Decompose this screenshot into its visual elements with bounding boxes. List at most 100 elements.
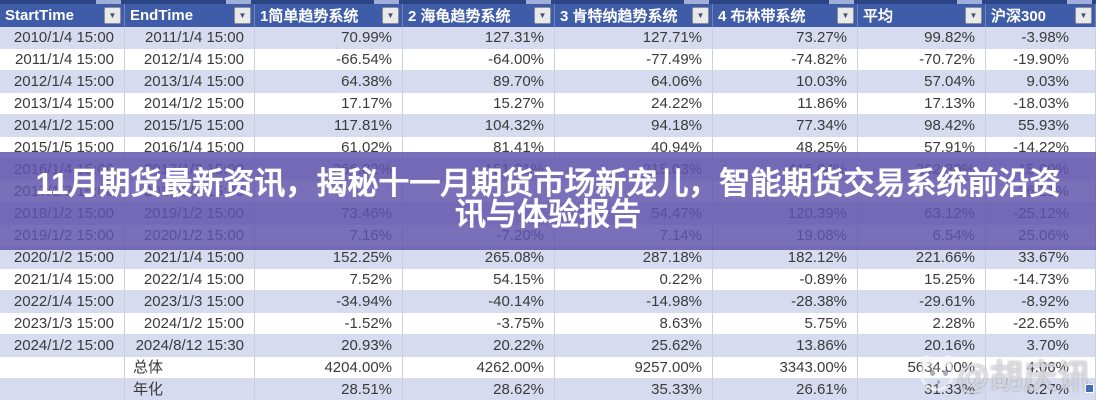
date-cell[interactable]: 2015/1/5 15:00 <box>125 115 255 137</box>
value-cell[interactable]: 25.62% <box>555 335 713 357</box>
value-cell[interactable]: 127.31% <box>403 27 555 49</box>
value-cell[interactable]: 99.82% <box>858 27 986 49</box>
column-header-system1[interactable]: 1简单趋势系统 ▼ <box>255 4 403 27</box>
date-cell[interactable]: 2013/1/4 15:00 <box>0 93 125 115</box>
date-cell[interactable]: 2023/1/3 15:00 <box>125 291 255 313</box>
value-cell[interactable]: 57.04% <box>858 71 986 93</box>
value-cell[interactable]: -66.54% <box>255 49 403 71</box>
date-cell[interactable]: 2022/1/4 15:00 <box>125 269 255 291</box>
column-header-endtime[interactable]: EndTime ▼ <box>125 4 255 27</box>
date-cell[interactable]: 2012/1/4 15:00 <box>0 71 125 93</box>
value-cell[interactable]: 20.22% <box>403 335 555 357</box>
value-cell[interactable]: 10.03% <box>713 71 858 93</box>
value-cell[interactable]: 104.32% <box>403 115 555 137</box>
value-cell[interactable]: 89.70% <box>403 71 555 93</box>
value-cell[interactable]: 3343.00% <box>713 357 858 379</box>
value-cell[interactable]: -18.03% <box>986 93 1096 115</box>
filter-dropdown[interactable]: ▼ <box>692 7 709 24</box>
date-cell[interactable]: 2021/1/4 15:00 <box>0 269 125 291</box>
value-cell[interactable]: 55.93% <box>986 115 1096 137</box>
value-cell[interactable]: 77.34% <box>713 115 858 137</box>
value-cell[interactable]: -28.38% <box>713 291 858 313</box>
date-cell[interactable]: 2024/1/2 15:00 <box>125 313 255 335</box>
date-cell[interactable]: 2022/1/4 15:00 <box>0 291 125 313</box>
date-cell[interactable]: 2010/1/4 15:00 <box>0 27 125 49</box>
date-cell[interactable]: 2011/1/4 15:00 <box>0 49 125 71</box>
value-cell[interactable]: 13.86% <box>713 335 858 357</box>
value-cell[interactable]: 265.08% <box>403 247 555 269</box>
value-cell[interactable]: 17.13% <box>858 93 986 115</box>
filter-dropdown[interactable]: ▼ <box>1075 7 1092 24</box>
selection-fill-handle[interactable] <box>1085 384 1094 393</box>
value-cell[interactable]: 28.62% <box>403 379 555 400</box>
value-cell[interactable]: -74.82% <box>713 49 858 71</box>
value-cell[interactable]: 15.25% <box>858 269 986 291</box>
value-cell[interactable]: 9257.00% <box>555 357 713 379</box>
value-cell[interactable]: 2.28% <box>858 313 986 335</box>
value-cell[interactable]: 117.81% <box>255 115 403 137</box>
value-cell[interactable]: -1.52% <box>255 313 403 335</box>
value-cell[interactable]: 26.61% <box>713 379 858 400</box>
value-cell[interactable]: -0.89% <box>713 269 858 291</box>
value-cell[interactable]: 20.93% <box>255 335 403 357</box>
value-cell[interactable]: -3.75% <box>403 313 555 335</box>
column-header-system2[interactable]: 2 海龟趋势系统 ▼ <box>403 4 555 27</box>
date-cell[interactable]: 2024/8/12 15:30 <box>125 335 255 357</box>
value-cell[interactable]: -34.94% <box>255 291 403 313</box>
filter-dropdown[interactable]: ▼ <box>837 7 854 24</box>
value-cell[interactable]: -40.14% <box>403 291 555 313</box>
date-cell[interactable]: 总体 <box>125 357 255 379</box>
date-cell[interactable] <box>0 357 125 379</box>
value-cell[interactable]: 127.71% <box>555 27 713 49</box>
date-cell[interactable] <box>0 379 125 400</box>
value-cell[interactable]: 15.27% <box>403 93 555 115</box>
value-cell[interactable]: 73.27% <box>713 27 858 49</box>
value-cell[interactable]: 17.17% <box>255 93 403 115</box>
value-cell[interactable]: 28.51% <box>255 379 403 400</box>
value-cell[interactable]: -70.72% <box>858 49 986 71</box>
column-header-average[interactable]: 平均 ▼ <box>858 4 986 27</box>
value-cell[interactable]: -19.90% <box>986 49 1096 71</box>
value-cell[interactable]: 4262.00% <box>403 357 555 379</box>
value-cell[interactable]: -14.73% <box>986 269 1096 291</box>
column-header-system3[interactable]: 3 肯特纳趋势系统 ▼ <box>555 4 713 27</box>
date-cell[interactable]: 2020/1/2 15:00 <box>0 247 125 269</box>
value-cell[interactable]: 0.22% <box>555 269 713 291</box>
value-cell[interactable]: -77.49% <box>555 49 713 71</box>
date-cell[interactable]: 2014/1/2 15:00 <box>125 93 255 115</box>
value-cell[interactable]: 64.38% <box>255 71 403 93</box>
value-cell[interactable]: 35.33% <box>555 379 713 400</box>
value-cell[interactable]: 5.75% <box>713 313 858 335</box>
value-cell[interactable]: 9.03% <box>986 71 1096 93</box>
date-cell[interactable]: 2013/1/4 15:00 <box>125 71 255 93</box>
value-cell[interactable]: 152.25% <box>255 247 403 269</box>
date-cell[interactable]: 年化 <box>125 379 255 400</box>
value-cell[interactable]: 8.63% <box>555 313 713 335</box>
value-cell[interactable]: 94.18% <box>555 115 713 137</box>
value-cell[interactable]: 221.66% <box>858 247 986 269</box>
value-cell[interactable]: 33.67% <box>986 247 1096 269</box>
date-cell[interactable]: 2023/1/3 15:00 <box>0 313 125 335</box>
filter-dropdown[interactable]: ▼ <box>382 7 399 24</box>
filter-dropdown[interactable]: ▼ <box>104 7 121 24</box>
value-cell[interactable]: 70.99% <box>255 27 403 49</box>
value-cell[interactable]: 4204.00% <box>255 357 403 379</box>
value-cell[interactable]: 11.86% <box>713 93 858 115</box>
value-cell[interactable]: 287.18% <box>555 247 713 269</box>
value-cell[interactable]: 182.12% <box>713 247 858 269</box>
column-header-csi300[interactable]: 沪深300 ▼ <box>986 4 1096 27</box>
value-cell[interactable]: 98.42% <box>858 115 986 137</box>
date-cell[interactable]: 2012/1/4 15:00 <box>125 49 255 71</box>
date-cell[interactable]: 2011/1/4 15:00 <box>125 27 255 49</box>
date-cell[interactable]: 2021/1/4 15:00 <box>125 247 255 269</box>
value-cell[interactable]: -8.92% <box>986 291 1096 313</box>
date-cell[interactable]: 2014/1/2 15:00 <box>0 115 125 137</box>
column-header-system4[interactable]: 4 布林带系统 ▼ <box>713 4 858 27</box>
filter-dropdown[interactable]: ▼ <box>534 7 551 24</box>
value-cell[interactable]: 24.22% <box>555 93 713 115</box>
column-header-starttime[interactable]: StartTime ▼ <box>0 4 125 27</box>
value-cell[interactable]: -64.00% <box>403 49 555 71</box>
value-cell[interactable]: 54.15% <box>403 269 555 291</box>
date-cell[interactable]: 2024/1/2 15:00 <box>0 335 125 357</box>
filter-dropdown[interactable]: ▼ <box>234 7 251 24</box>
